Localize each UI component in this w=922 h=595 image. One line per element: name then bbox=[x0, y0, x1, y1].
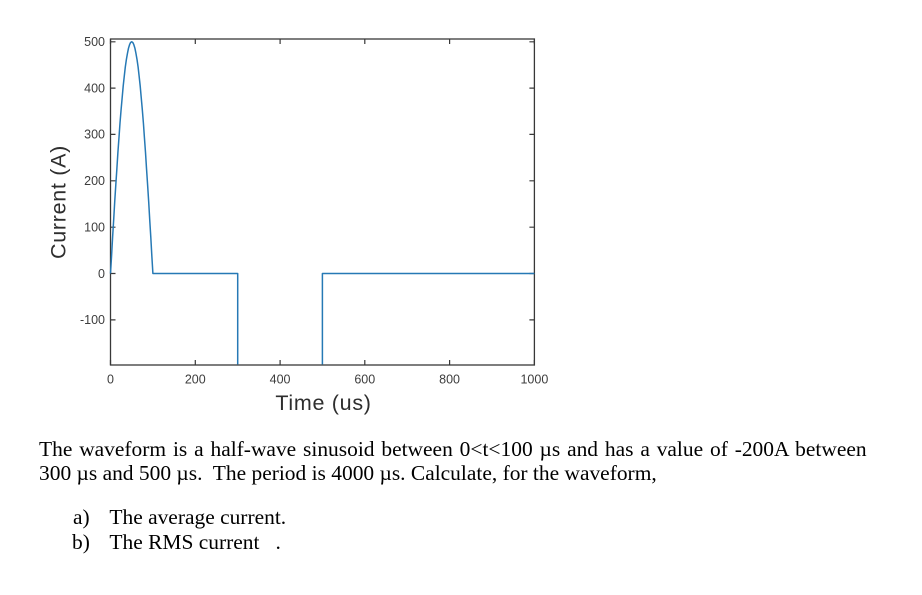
svg-text:1000: 1000 bbox=[520, 373, 548, 387]
svg-text:0: 0 bbox=[107, 373, 114, 387]
svg-text:300: 300 bbox=[84, 128, 105, 142]
svg-text:0: 0 bbox=[98, 267, 105, 281]
svg-text:400: 400 bbox=[84, 81, 105, 95]
svg-text:Time (us): Time (us) bbox=[275, 391, 371, 415]
svg-text:-100: -100 bbox=[80, 313, 105, 327]
svg-text:500: 500 bbox=[84, 35, 105, 49]
svg-text:400: 400 bbox=[270, 373, 291, 387]
svg-text:Current (A): Current (A) bbox=[47, 145, 71, 259]
svg-text:200: 200 bbox=[185, 373, 206, 387]
svg-text:800: 800 bbox=[439, 373, 460, 387]
svg-text:600: 600 bbox=[354, 373, 375, 387]
svg-text:100: 100 bbox=[84, 221, 105, 235]
svg-text:200: 200 bbox=[84, 174, 105, 188]
